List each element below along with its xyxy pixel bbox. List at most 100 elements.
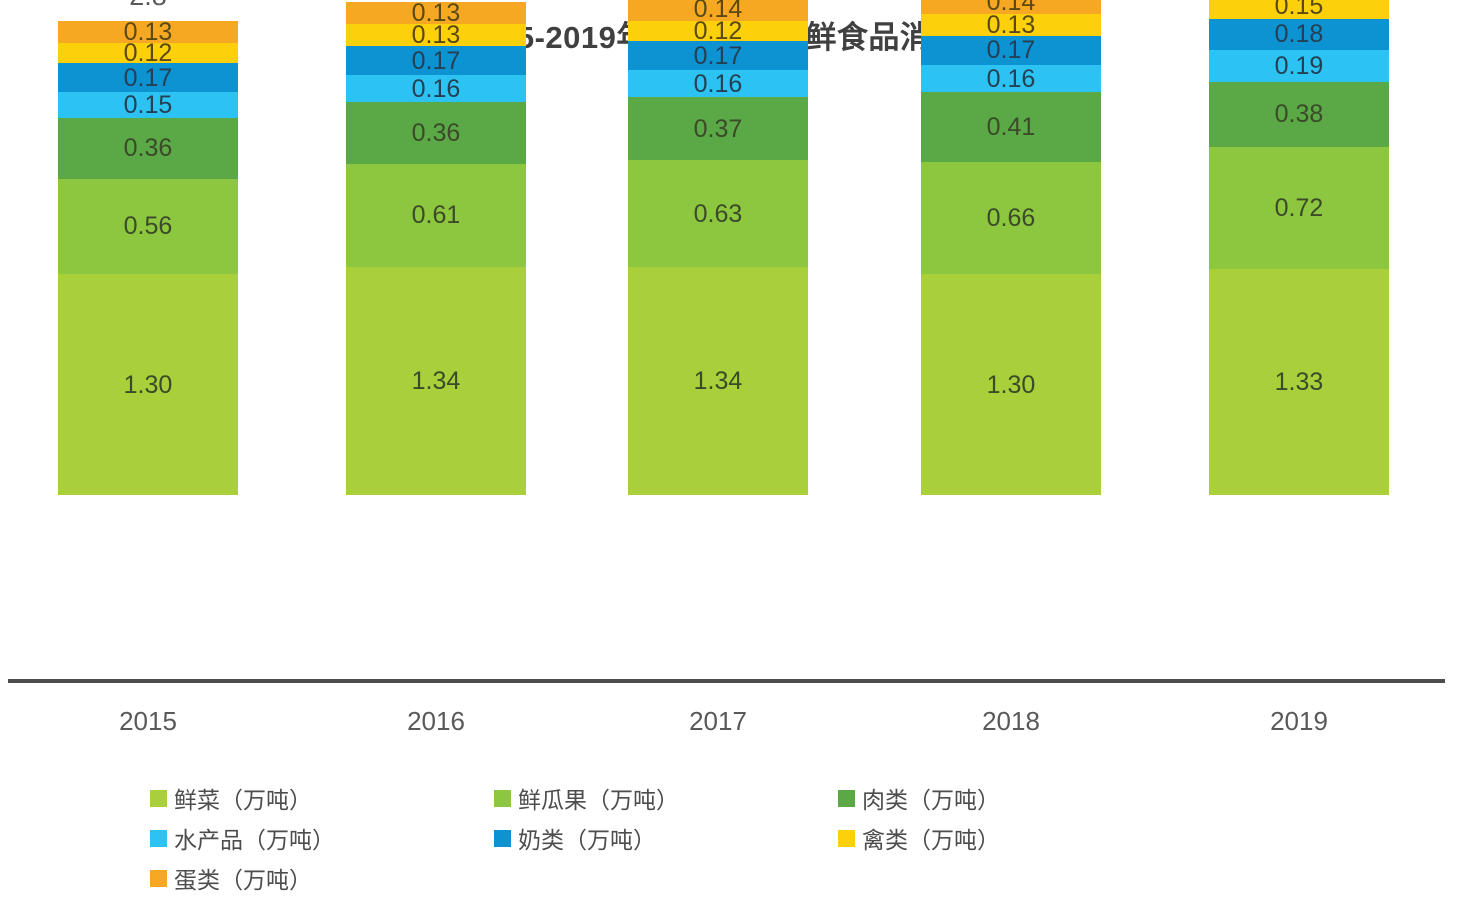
bar-segment-2016-肉类（万吨）[interactable]: 0.36 bbox=[346, 102, 526, 164]
bar-segment-2019-水产品（万吨）[interactable]: 0.19 bbox=[1209, 49, 1389, 82]
bar-segment-2019-鲜菜（万吨）[interactable]: 1.33 bbox=[1209, 268, 1389, 495]
bar-segment-2017-肉类（万吨）[interactable]: 0.37 bbox=[628, 97, 808, 161]
bar-segment-2017-鲜菜（万吨）[interactable]: 1.34 bbox=[628, 267, 808, 495]
bar-segment-2016-奶类（万吨）[interactable]: 0.17 bbox=[346, 46, 526, 76]
legend-label: 蛋类（万吨） bbox=[174, 867, 312, 893]
segment-value-label: 0.13 bbox=[986, 11, 1036, 40]
bar-segment-2018-奶类（万吨）[interactable]: 0.17 bbox=[921, 36, 1101, 65]
bar-group-2019[interactable]: 3.10.150.150.180.190.380.721.33 bbox=[1209, 0, 1389, 495]
legend-label: 鲜瓜果（万吨） bbox=[518, 787, 679, 813]
segment-value-label: 0.13 bbox=[123, 17, 173, 46]
legend-swatch-icon bbox=[150, 789, 167, 807]
bar-stack: 0.13 0.13 0.17 0.16 0.36 0.61 1.34 bbox=[346, 1, 526, 495]
segment-value-label: 0.16 bbox=[411, 74, 461, 103]
x-axis-label-2016: 2016 bbox=[407, 706, 465, 736]
segment-value-label: 0.19 bbox=[1274, 51, 1324, 80]
legend-label: 肉类（万吨） bbox=[862, 787, 1000, 813]
segment-value-label: 0.37 bbox=[693, 114, 743, 143]
bar-segment-2016-蛋类（万吨）[interactable]: 0.13 bbox=[346, 1, 526, 26]
legend-swatch-icon bbox=[150, 829, 167, 847]
segment-value-label: 1.33 bbox=[1274, 367, 1324, 396]
bar-group-2015[interactable]: 2.8 0.130.120.170.15 0.36 0.56 1.30 bbox=[58, 0, 238, 495]
bar-group-2018[interactable]: 3.00.140.130.170.160.410.661.30 bbox=[921, 0, 1101, 495]
segment-value-label: 0.16 bbox=[693, 69, 743, 98]
bar-stack: 0.14 0.12 0.17 0.16 0.37 0.63 1.34 bbox=[628, 0, 808, 495]
bar-segment-2017-鲜瓜果（万吨）[interactable]: 0.63 bbox=[628, 160, 808, 268]
segment-value-label: 1.30 bbox=[123, 370, 173, 399]
legend-item-蛋类（万吨）[interactable]: 蛋类（万吨） bbox=[150, 858, 494, 898]
legend-swatch-icon bbox=[494, 829, 511, 847]
segment-value-label: 0.16 bbox=[986, 64, 1036, 93]
segment-value-label: 0.36 bbox=[411, 118, 461, 147]
legend-item-水产品（万吨）[interactable]: 水产品（万吨） bbox=[150, 818, 494, 858]
legend-label: 鲜菜（万吨） bbox=[174, 787, 312, 813]
bar-segment-2015-鲜菜（万吨）[interactable]: 1.30 bbox=[58, 274, 238, 495]
plot-area: 2.80.130.120.170.150.360.561.302.90.130.… bbox=[8, 0, 1445, 736]
bar-segment-2015-奶类（万吨）[interactable]: 0.17 bbox=[58, 63, 238, 93]
bar-segment-2018-肉类（万吨）[interactable]: 0.41 bbox=[921, 92, 1101, 162]
bar-segment-2018-鲜瓜果（万吨）[interactable]: 0.66 bbox=[921, 161, 1101, 274]
segment-value-label: 0.61 bbox=[411, 201, 461, 230]
chart-legend: 鲜菜（万吨） 鲜瓜果（万吨） 肉类（万吨） 水产品（万吨） 奶类（万吨） 禽类（万吨） 蛋类… bbox=[150, 778, 1410, 898]
segment-value-label: 0.14 bbox=[693, 0, 743, 23]
legend-label: 水产品（万吨） bbox=[174, 827, 335, 853]
bar-segment-2015-蛋类（万吨）[interactable]: 0.13 bbox=[58, 17, 238, 46]
x-axis-label-2019: 2019 bbox=[1270, 706, 1328, 736]
bar-segment-2019-肉类（万吨）[interactable]: 0.38 bbox=[1209, 81, 1389, 147]
legend-swatch-icon bbox=[838, 829, 855, 847]
segment-value-label: 0.38 bbox=[1274, 100, 1324, 129]
legend-item-肉类（万吨）[interactable]: 肉类（万吨） bbox=[838, 778, 1182, 818]
bar-total-label: 2.8 bbox=[58, 0, 238, 10]
segment-value-label: 1.34 bbox=[411, 367, 461, 396]
x-axis-label-2018: 2018 bbox=[982, 706, 1040, 736]
legend-swatch-icon bbox=[838, 789, 855, 807]
legend-label: 禽类（万吨） bbox=[862, 827, 1000, 853]
bar-segment-2018-鲜菜（万吨）[interactable]: 1.30 bbox=[921, 274, 1101, 495]
segment-value-label: 0.41 bbox=[986, 112, 1036, 141]
bar-segment-2017-奶类（万吨）[interactable]: 0.17 bbox=[628, 41, 808, 71]
x-axis-line bbox=[8, 679, 1445, 683]
segment-value-label: 0.18 bbox=[1274, 20, 1324, 49]
bar-segment-2016-鲜菜（万吨）[interactable]: 1.34 bbox=[346, 267, 526, 495]
bar-segment-2018-禽类（万吨）[interactable]: 0.13 bbox=[921, 11, 1101, 40]
bar-segment-2016-鲜瓜果（万吨）[interactable]: 0.61 bbox=[346, 163, 526, 268]
bar-segment-2015-禽类（万吨）[interactable]: 0.12 bbox=[58, 41, 238, 66]
bar-group-2017[interactable]: 2.90.140.120.170.160.370.631.34 bbox=[628, 0, 808, 495]
bar-segment-2017-水产品（万吨）[interactable]: 0.16 bbox=[628, 69, 808, 98]
bar-segment-2017-禽类（万吨）[interactable]: 0.12 bbox=[628, 18, 808, 43]
x-axis-label-2017: 2017 bbox=[689, 706, 747, 736]
x-axis-label-2015: 2015 bbox=[119, 706, 177, 736]
segment-value-label: 0.66 bbox=[986, 203, 1036, 232]
bar-segment-2015-水产品（万吨）[interactable]: 0.15 bbox=[58, 92, 238, 118]
segment-value-label: 0.17 bbox=[986, 36, 1036, 65]
legend-item-奶类（万吨）[interactable]: 奶类（万吨） bbox=[494, 818, 838, 858]
segment-value-label: 0.72 bbox=[1274, 193, 1324, 222]
bar-stack: 0.150.150.180.190.380.721.33 bbox=[1209, 0, 1389, 495]
segment-value-label: 0.15 bbox=[1274, 0, 1324, 21]
bar-segment-2017-蛋类（万吨）[interactable]: 0.14 bbox=[628, 0, 808, 21]
legend-swatch-icon bbox=[150, 869, 167, 887]
bar-stack: 0.13 0.12 0.17 0.15 0.36 0.56 1.30 bbox=[58, 17, 238, 495]
segment-value-label: 0.17 bbox=[693, 41, 743, 70]
bar-segment-2019-奶类（万吨）[interactable]: 0.18 bbox=[1209, 19, 1389, 50]
bar-segment-2019-鲜瓜果（万吨）[interactable]: 0.72 bbox=[1209, 146, 1389, 269]
legend-item-鲜菜（万吨）[interactable]: 鲜菜（万吨） bbox=[150, 778, 494, 818]
bar-segment-2019-禽类（万吨）[interactable]: 0.15 bbox=[1209, 0, 1389, 21]
segment-value-label: 0.36 bbox=[123, 134, 173, 163]
bar-stack: 0.14 0.13 0.17 0.16 0.41 0.66 1.30 bbox=[921, 0, 1101, 495]
bar-segment-2018-水产品（万吨）[interactable]: 0.16 bbox=[921, 64, 1101, 93]
legend-item-鲜瓜果（万吨）[interactable]: 鲜瓜果（万吨） bbox=[494, 778, 838, 818]
segment-value-label: 0.17 bbox=[123, 63, 173, 92]
bar-segment-2015-鲜瓜果（万吨）[interactable]: 0.56 bbox=[58, 178, 238, 274]
bar-group-2016[interactable]: 2.90.130.130.170.160.360.611.34 bbox=[346, 1, 526, 495]
bar-segment-2018-蛋类（万吨）[interactable]: 0.14 bbox=[921, 0, 1101, 15]
legend-swatch-icon bbox=[494, 789, 511, 807]
chart-container: 2015-2019年中国居民生鲜食品消费量 2.80.130.120.170.1… bbox=[8, 0, 1445, 893]
legend-item-禽类（万吨）[interactable]: 禽类（万吨） bbox=[838, 818, 1182, 858]
segment-value-label: 0.63 bbox=[693, 199, 743, 228]
bar-segment-2016-禽类（万吨）[interactable]: 0.13 bbox=[346, 23, 526, 48]
segment-value-label: 0.17 bbox=[411, 46, 461, 75]
legend-label: 奶类（万吨） bbox=[518, 827, 656, 853]
bar-segment-2015-肉类（万吨）[interactable]: 0.36 bbox=[58, 117, 238, 179]
bar-segment-2016-水产品（万吨）[interactable]: 0.16 bbox=[346, 74, 526, 103]
